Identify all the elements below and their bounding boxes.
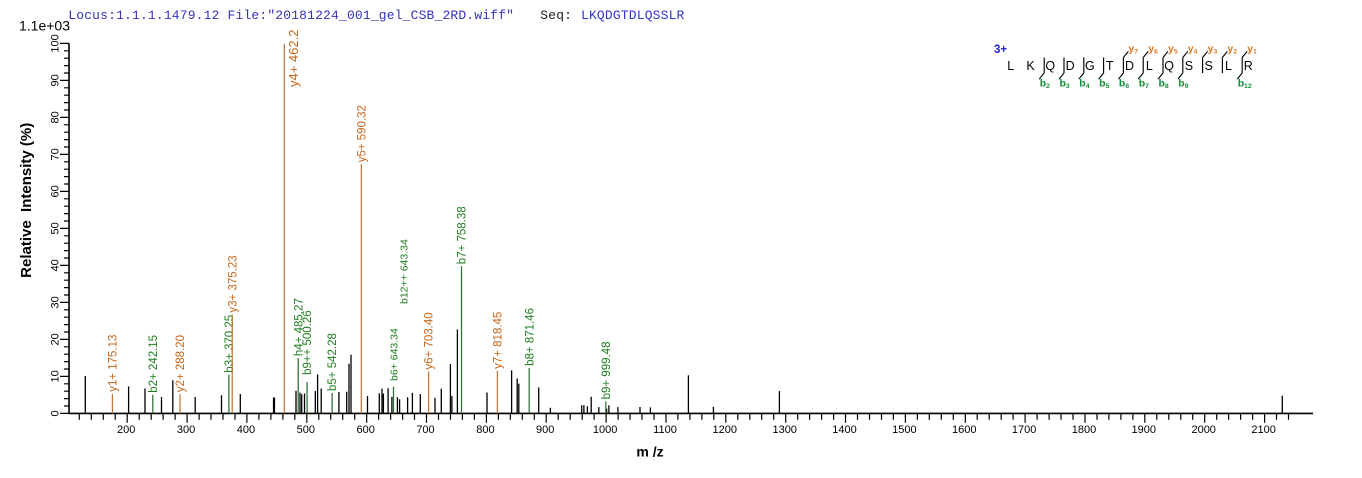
svg-text:b2+ 242.15: b2+ 242.15 (148, 335, 160, 393)
svg-text:b9++ 500.26: b9++ 500.26 (302, 310, 314, 375)
svg-text:70: 70 (50, 148, 62, 160)
svg-text:3+: 3+ (994, 44, 1007, 56)
svg-text:y6+ 703.40: y6+ 703.40 (424, 312, 436, 369)
svg-text:2100: 2100 (1251, 424, 1275, 436)
svg-text:1100: 1100 (653, 424, 677, 436)
svg-text:1.1e+03: 1.1e+03 (19, 18, 70, 34)
svg-text:600: 600 (357, 424, 375, 436)
svg-text:1600: 1600 (952, 424, 976, 436)
svg-text:500: 500 (297, 424, 315, 436)
svg-text:400: 400 (237, 424, 255, 436)
svg-text:y2+ 288.20: y2+ 288.20 (175, 335, 187, 392)
svg-text:1200: 1200 (713, 424, 737, 436)
svg-text:Q: Q (1045, 59, 1055, 73)
svg-text:1900: 1900 (1132, 424, 1156, 436)
svg-text:Seq:: Seq: (540, 8, 572, 23)
svg-text:y5+ 590.32: y5+ 590.32 (356, 105, 368, 162)
svg-text:y5: y5 (1168, 43, 1178, 56)
svg-text:2000: 2000 (1191, 424, 1215, 436)
svg-text:80: 80 (50, 111, 62, 123)
svg-text:40: 40 (50, 259, 62, 271)
svg-text:Relative Intensity (%): Relative Intensity (%) (18, 123, 35, 278)
svg-text:b5: b5 (1099, 77, 1109, 90)
svg-text:y2: y2 (1227, 43, 1237, 56)
svg-text:S: S (1185, 59, 1193, 73)
svg-text:0: 0 (50, 410, 62, 416)
svg-text:b3: b3 (1060, 77, 1070, 90)
svg-text:y7: y7 (1128, 43, 1138, 56)
svg-text:y1: y1 (1247, 43, 1257, 56)
svg-text:1800: 1800 (1072, 424, 1096, 436)
svg-text:10: 10 (50, 370, 62, 382)
svg-text:y1+ 175.13: y1+ 175.13 (108, 335, 120, 392)
svg-text:h4+ 485.27: h4+ 485.27 (293, 298, 305, 356)
svg-text:100: 100 (50, 34, 62, 52)
svg-text:T: T (1106, 59, 1114, 73)
svg-text:Q: Q (1164, 59, 1174, 73)
svg-text:L: L (1007, 59, 1014, 73)
svg-text:b8+ 871.46: b8+ 871.46 (524, 308, 536, 366)
svg-text:b6: b6 (1119, 77, 1129, 90)
svg-text:L: L (1225, 59, 1232, 73)
svg-text:200: 200 (117, 424, 135, 436)
svg-text:y3+ 375.23: y3+ 375.23 (227, 255, 239, 312)
svg-text:20: 20 (50, 333, 62, 345)
svg-text:1400: 1400 (832, 424, 856, 436)
svg-text:b4: b4 (1079, 77, 1089, 90)
svg-text:1500: 1500 (892, 424, 916, 436)
svg-text:50: 50 (50, 222, 62, 234)
svg-text:LKQDGTDLQSSLR: LKQDGTDLQSSLR (581, 8, 685, 23)
svg-text:b9+ 999.48: b9+ 999.48 (601, 342, 613, 400)
svg-text:b3+ 370.25: b3+ 370.25 (224, 315, 236, 373)
svg-text:R: R (1244, 59, 1253, 73)
svg-text:y3: y3 (1208, 43, 1218, 56)
svg-text:b7+ 758.38: b7+ 758.38 (457, 206, 469, 264)
svg-text:D: D (1066, 59, 1075, 73)
svg-text:1300: 1300 (772, 424, 796, 436)
svg-text:b7: b7 (1139, 77, 1149, 90)
svg-text:y4: y4 (1188, 43, 1198, 56)
svg-text:Locus:1.1.1.1479.12 File:"2018: Locus:1.1.1.1479.12 File:"20181224_001_g… (68, 8, 514, 23)
svg-text:700: 700 (416, 424, 434, 436)
svg-text:1700: 1700 (1012, 424, 1036, 436)
svg-text:90: 90 (50, 74, 62, 86)
svg-text:30: 30 (50, 296, 62, 308)
svg-text:60: 60 (50, 185, 62, 197)
svg-text:D: D (1125, 59, 1134, 73)
svg-text:900: 900 (536, 424, 554, 436)
svg-text:K: K (1026, 59, 1035, 73)
svg-text:b6+ 643.34: b6+ 643.34 (389, 328, 401, 381)
svg-text:L: L (1146, 59, 1153, 73)
svg-text:b8: b8 (1159, 77, 1169, 90)
svg-text:b9: b9 (1178, 77, 1188, 90)
svg-text:800: 800 (476, 424, 494, 436)
svg-text:b12++ 643.34: b12++ 643.34 (399, 239, 411, 304)
svg-text:b5+ 542.28: b5+ 542.28 (327, 333, 339, 391)
svg-text:y4+ 462.2: y4+ 462.2 (286, 30, 301, 87)
svg-text:1000: 1000 (593, 424, 617, 436)
svg-text:G: G (1085, 59, 1095, 73)
svg-text:m /z: m /z (636, 444, 663, 460)
svg-text:y6: y6 (1148, 43, 1158, 56)
svg-text:y7+ 818.45: y7+ 818.45 (493, 312, 505, 369)
svg-text:S: S (1205, 59, 1213, 73)
svg-text:b2: b2 (1040, 77, 1050, 90)
svg-text:300: 300 (177, 424, 195, 436)
